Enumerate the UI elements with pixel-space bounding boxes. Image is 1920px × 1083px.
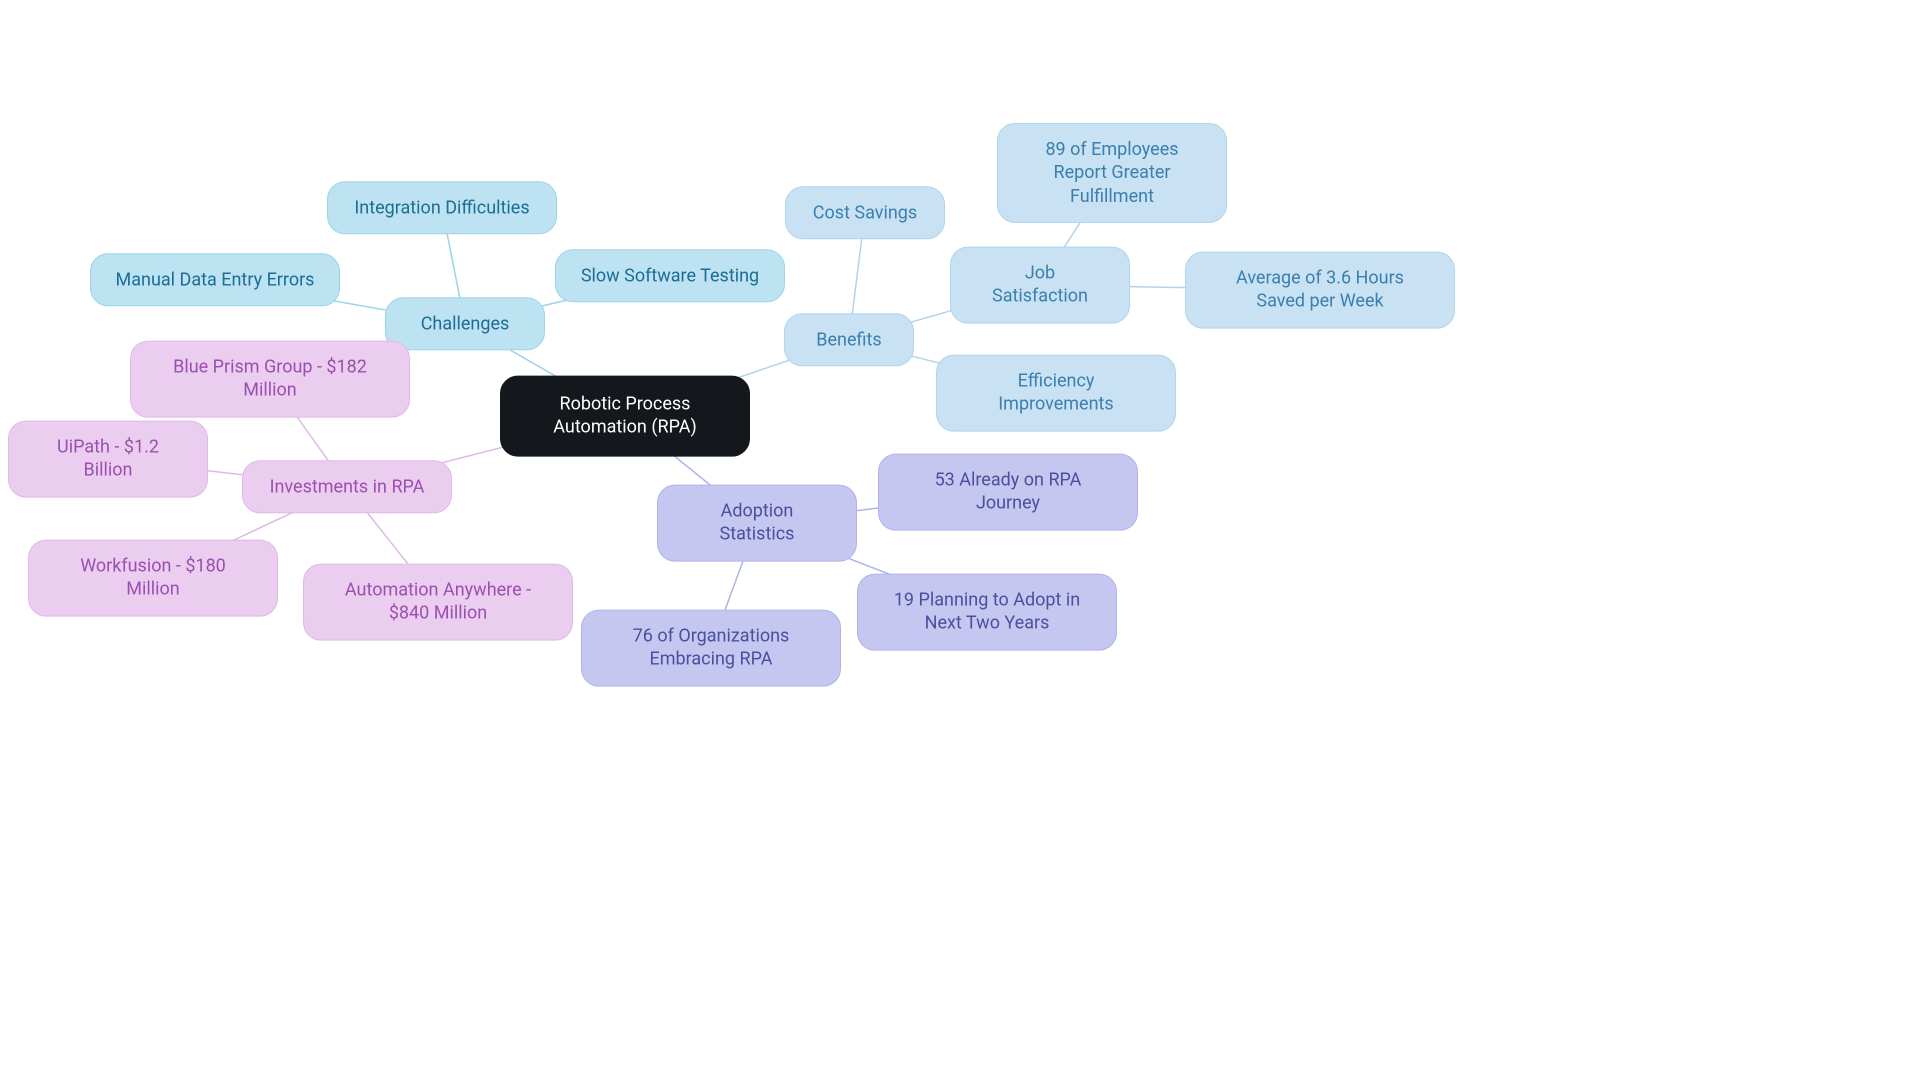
node-ad_19: 19 Planning to Adopt in Next Two Years: [857, 574, 1117, 651]
node-ad_76: 76 of Organizations Embracing RPA: [581, 610, 841, 687]
node-ch_manual: Manual Data Entry Errors: [90, 253, 340, 306]
node-in_wf: Workfusion - $180 Million: [28, 540, 278, 617]
node-bn_89: 89 of Employees Report Greater Fulfillme…: [997, 123, 1227, 223]
node-invest: Investments in RPA: [242, 460, 452, 513]
node-root: Robotic Process Automation (RPA): [500, 376, 750, 457]
node-ch_slow: Slow Software Testing: [555, 249, 785, 302]
node-bn_job: Job Satisfaction: [950, 247, 1130, 324]
node-in_aa: Automation Anywhere - $840 Million: [303, 564, 573, 641]
node-in_bp: Blue Prism Group - $182 Million: [130, 341, 410, 418]
node-bn_cost: Cost Savings: [785, 186, 945, 239]
node-adopt: Adoption Statistics: [657, 485, 857, 562]
edge-layer: [0, 0, 1920, 1083]
node-ch_integ: Integration Difficulties: [327, 181, 557, 234]
node-benefits: Benefits: [784, 313, 914, 366]
node-bn_36: Average of 3.6 Hours Saved per Week: [1185, 252, 1455, 329]
node-ad_53: 53 Already on RPA Journey: [878, 454, 1138, 531]
node-in_ui: UiPath - $1.2 Billion: [8, 421, 208, 498]
node-bn_eff: Efficiency Improvements: [936, 355, 1176, 432]
node-challenges: Challenges: [385, 297, 545, 350]
